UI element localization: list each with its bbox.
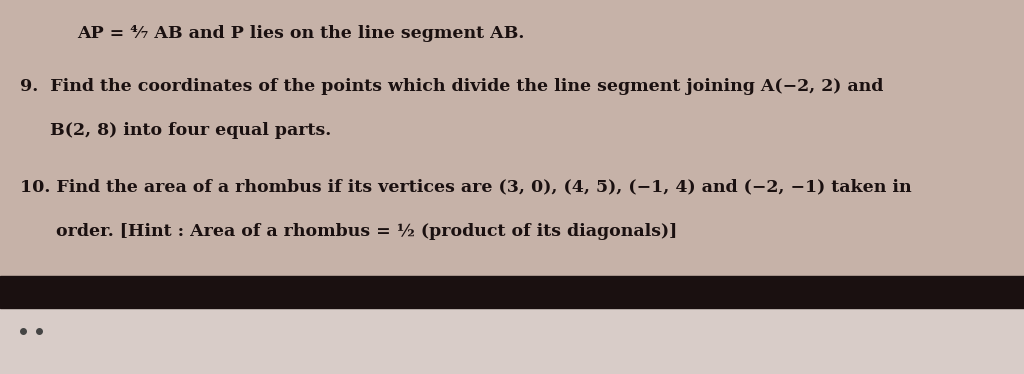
Bar [0, 307, 1024, 374]
Bar [0, 276, 1024, 307]
Text: B(2, 8) into four equal parts.: B(2, 8) into four equal parts. [20, 122, 332, 140]
Text: AP = ⁴⁄₇ AB and P lies on the line segment AB.: AP = ⁴⁄₇ AB and P lies on the line segme… [77, 25, 524, 42]
Text: order. [Hint : Area of a rhombus = ½ (product of its diagonals)]: order. [Hint : Area of a rhombus = ½ (pr… [20, 223, 678, 240]
Text: 10. Find the area of a rhombus if its vertices are (3, 0), (4, 5), (−1, 4) and (: 10. Find the area of a rhombus if its ve… [20, 178, 912, 196]
Text: 9.  Find the coordinates of the points which divide the line segment joining A(−: 9. Find the coordinates of the points wh… [20, 77, 884, 95]
